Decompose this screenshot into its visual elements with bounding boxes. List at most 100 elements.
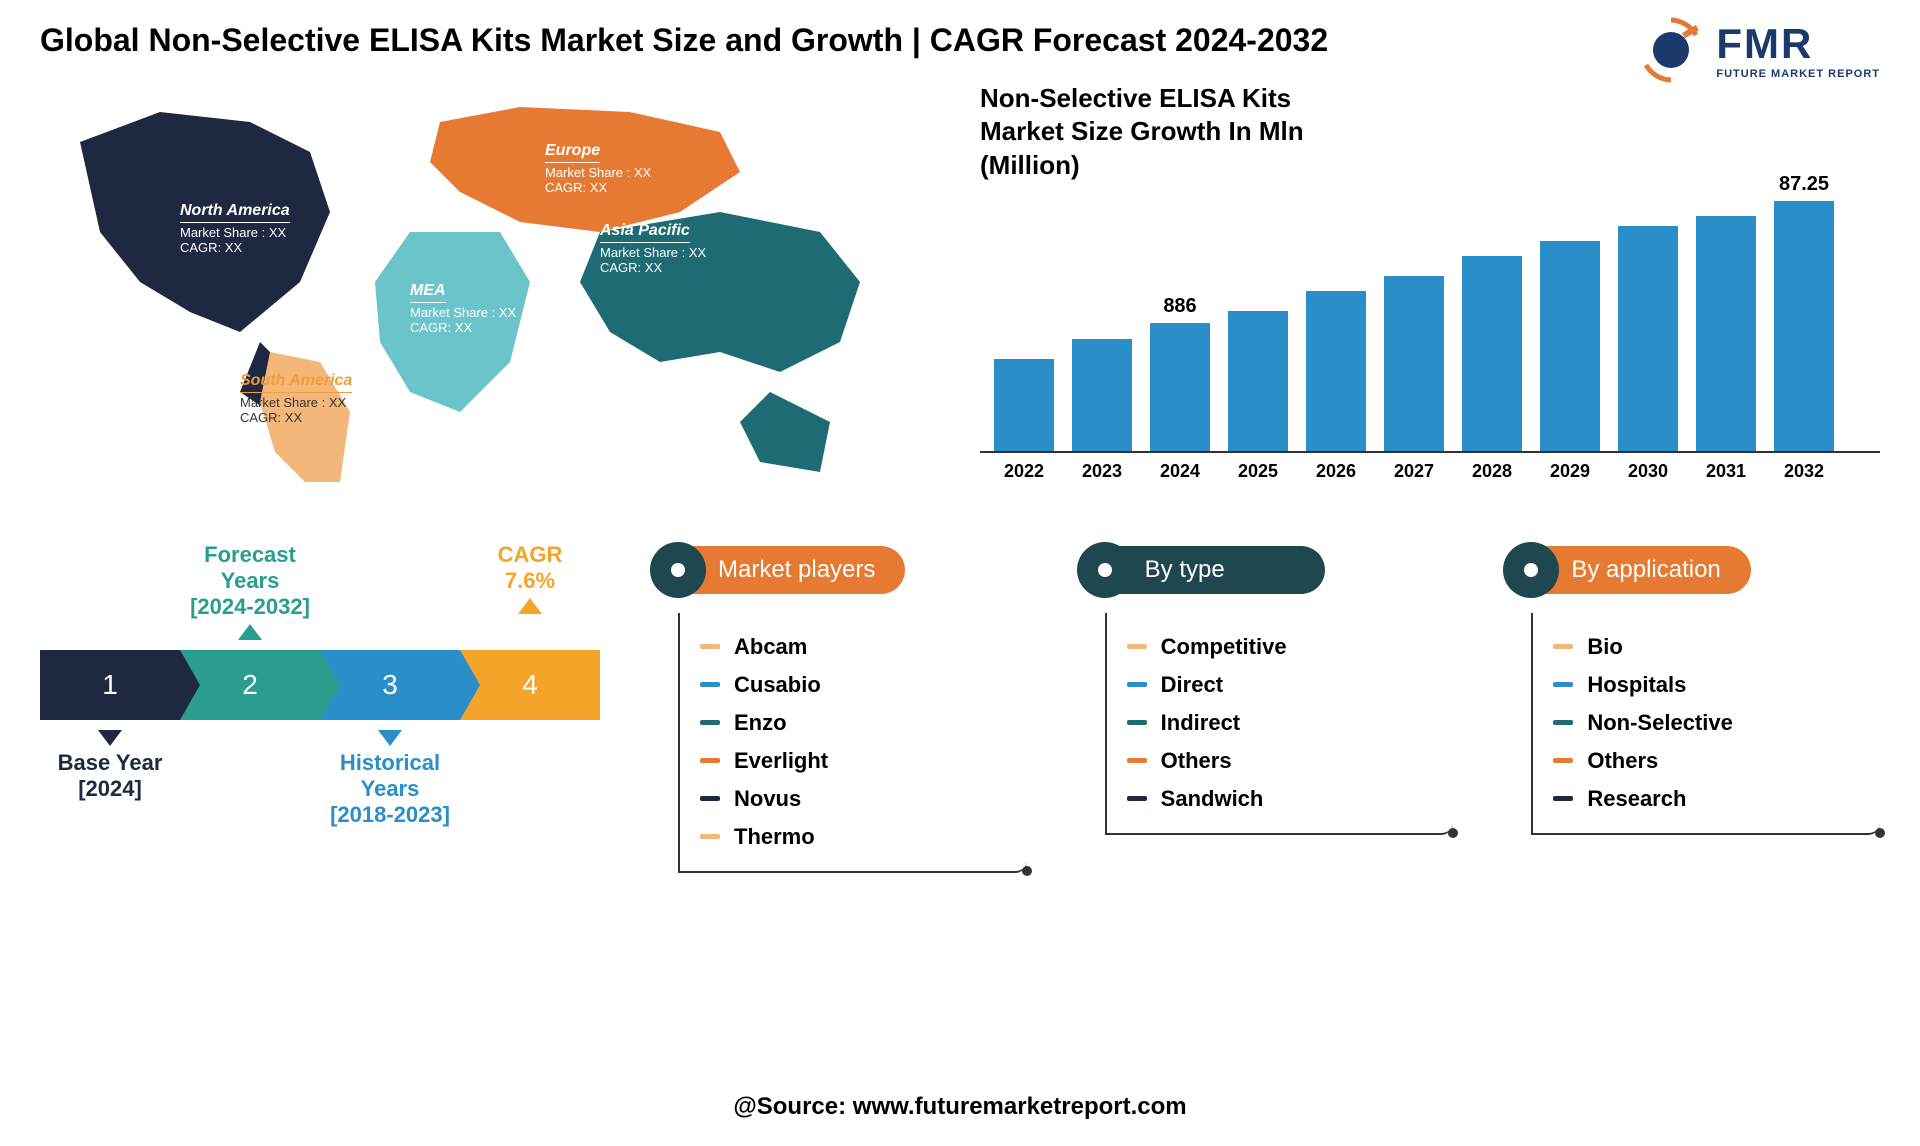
region-share: Market Share : XX xyxy=(545,165,651,180)
region-share: Market Share : XX xyxy=(180,225,290,240)
region-asia-pacific: Asia Pacific Market Share : XX CAGR: XX xyxy=(600,222,706,275)
region-share: Market Share : XX xyxy=(410,305,516,320)
tick-icon xyxy=(1127,758,1147,763)
pill-item-text: Everlight xyxy=(734,748,828,774)
pill-list-item: Everlight xyxy=(700,742,1027,780)
pill-list-item: Hospitals xyxy=(1553,666,1880,704)
pill-header-label: Market players xyxy=(678,546,905,594)
pill-list-item: Direct xyxy=(1127,666,1454,704)
pill-list-item: Sandwich xyxy=(1127,780,1454,818)
bar xyxy=(1540,241,1600,451)
pill-item-text: Indirect xyxy=(1161,710,1240,736)
pill-list: Bio Hospitals Non-Selective Others Research xyxy=(1531,613,1880,835)
tick-icon xyxy=(700,720,720,725)
page-title: Global Non-Selective ELISA Kits Market S… xyxy=(40,20,1340,62)
pill-list-item: Enzo xyxy=(700,704,1027,742)
timeline: Forecast Years [2024-2032] CAGR 7.6% 123… xyxy=(40,542,600,828)
tick-icon xyxy=(1553,644,1573,649)
bar xyxy=(1384,276,1444,451)
tick-icon xyxy=(700,834,720,839)
bar-year-label: 2025 xyxy=(1224,461,1292,482)
bar xyxy=(1696,216,1756,451)
logo-text-fmr: FMR xyxy=(1716,20,1880,68)
pill-list-item: Research xyxy=(1553,780,1880,818)
tick-icon xyxy=(700,758,720,763)
pill-header: By application xyxy=(1503,542,1880,598)
timeline-base-label: Base Year [2024] xyxy=(40,730,180,828)
tick-icon xyxy=(1127,682,1147,687)
pill-item-text: Bio xyxy=(1587,634,1622,660)
bar-wrap xyxy=(1302,291,1370,451)
bar-year-label: 2031 xyxy=(1692,461,1760,482)
logo-icon xyxy=(1636,15,1706,85)
pill-item-text: Thermo xyxy=(734,824,815,850)
region-cagr: CAGR: XX xyxy=(545,180,651,195)
bar-chart: 886 87.25 xyxy=(980,193,1880,453)
pill-list-item: Others xyxy=(1127,742,1454,780)
bar xyxy=(1072,339,1132,451)
pill-list-item: Indirect xyxy=(1127,704,1454,742)
region-south-america: South America Market Share : XX CAGR: XX xyxy=(240,372,352,425)
pill-circle-icon xyxy=(1503,542,1559,598)
timeline-segment: 3 xyxy=(320,650,460,720)
timeline-bar: 1234 xyxy=(40,650,600,720)
tick-icon xyxy=(1127,720,1147,725)
bar-wrap xyxy=(990,359,1058,451)
bar-wrap: 87.25 xyxy=(1770,201,1838,451)
pill-column: By type Competitive Direct Indirect Others Sa… xyxy=(1077,542,1454,873)
bar-chart-area: Non-Selective ELISA Kits Market Size Gro… xyxy=(980,82,1880,482)
region-mea: MEA Market Share : XX CAGR: XX xyxy=(410,282,516,335)
pill-list: AbcamCusabioEnzoEverlightNovusThermo xyxy=(678,613,1027,873)
region-cagr: CAGR: XX xyxy=(410,320,516,335)
region-north-america: North America Market Share : XX CAGR: XX xyxy=(180,202,290,255)
pill-header: Market players xyxy=(650,542,1027,598)
bar-wrap xyxy=(1224,311,1292,451)
tick-icon xyxy=(1127,644,1147,649)
pill-item-text: Others xyxy=(1587,748,1658,774)
pill-list-item: Cusabio xyxy=(700,666,1027,704)
pill-list-item: Bio xyxy=(1553,628,1880,666)
bar-chart-xaxis: 2022202320242025202620272028202920302031… xyxy=(980,453,1880,482)
bar-year-label: 2024 xyxy=(1146,461,1214,482)
timeline-cagr-label: CAGR 7.6% xyxy=(460,542,600,640)
pill-column: Market playersAbcamCusabioEnzoEverlightN… xyxy=(650,542,1027,873)
bar-year-label: 2026 xyxy=(1302,461,1370,482)
bar-year-label: 2032 xyxy=(1770,461,1838,482)
tick-icon xyxy=(1553,682,1573,687)
pill-item-text: Research xyxy=(1587,786,1686,812)
bar-wrap: 886 xyxy=(1146,323,1214,451)
pill-header: By type xyxy=(1077,542,1454,598)
bar xyxy=(1462,256,1522,451)
pill-item-text: Cusabio xyxy=(734,672,821,698)
pill-item-text: Hospitals xyxy=(1587,672,1686,698)
pill-circle-icon xyxy=(1077,542,1133,598)
region-europe: Europe Market Share : XX CAGR: XX xyxy=(545,142,651,195)
timeline-historical-label: Historical Years [2018-2023] xyxy=(320,730,460,828)
pill-column: By application Bio Hospitals Non-Selective O… xyxy=(1503,542,1880,873)
bar-wrap xyxy=(1692,216,1760,451)
region-name: South America xyxy=(240,372,352,393)
chart-title: Non-Selective ELISA Kits Market Size Gro… xyxy=(980,82,1380,183)
pill-circle-icon xyxy=(650,542,706,598)
region-name: North America xyxy=(180,202,290,223)
pill-item-text: Non-Selective xyxy=(1587,710,1733,736)
pill-list-item: Novus xyxy=(700,780,1027,818)
bar-wrap xyxy=(1458,256,1526,451)
region-name: Asia Pacific xyxy=(600,222,690,243)
region-cagr: CAGR: XX xyxy=(180,240,290,255)
bar xyxy=(994,359,1054,451)
timeline-segment: 4 xyxy=(460,650,600,720)
region-cagr: CAGR: XX xyxy=(240,410,352,425)
bar-wrap xyxy=(1614,226,1682,451)
source-attribution: @Source: www.futuremarketreport.com xyxy=(733,1093,1186,1121)
pill-item-text: Competitive xyxy=(1161,634,1287,660)
pill-item-text: Others xyxy=(1161,748,1232,774)
bar-year-label: 2027 xyxy=(1380,461,1448,482)
region-cagr: CAGR: XX xyxy=(600,260,706,275)
tick-icon xyxy=(1553,796,1573,801)
bar-year-label: 2028 xyxy=(1458,461,1526,482)
tick-icon xyxy=(700,682,720,687)
world-map: North America Market Share : XX CAGR: XX… xyxy=(40,82,940,482)
bar xyxy=(1618,226,1678,451)
timeline-segment: 1 xyxy=(40,650,180,720)
